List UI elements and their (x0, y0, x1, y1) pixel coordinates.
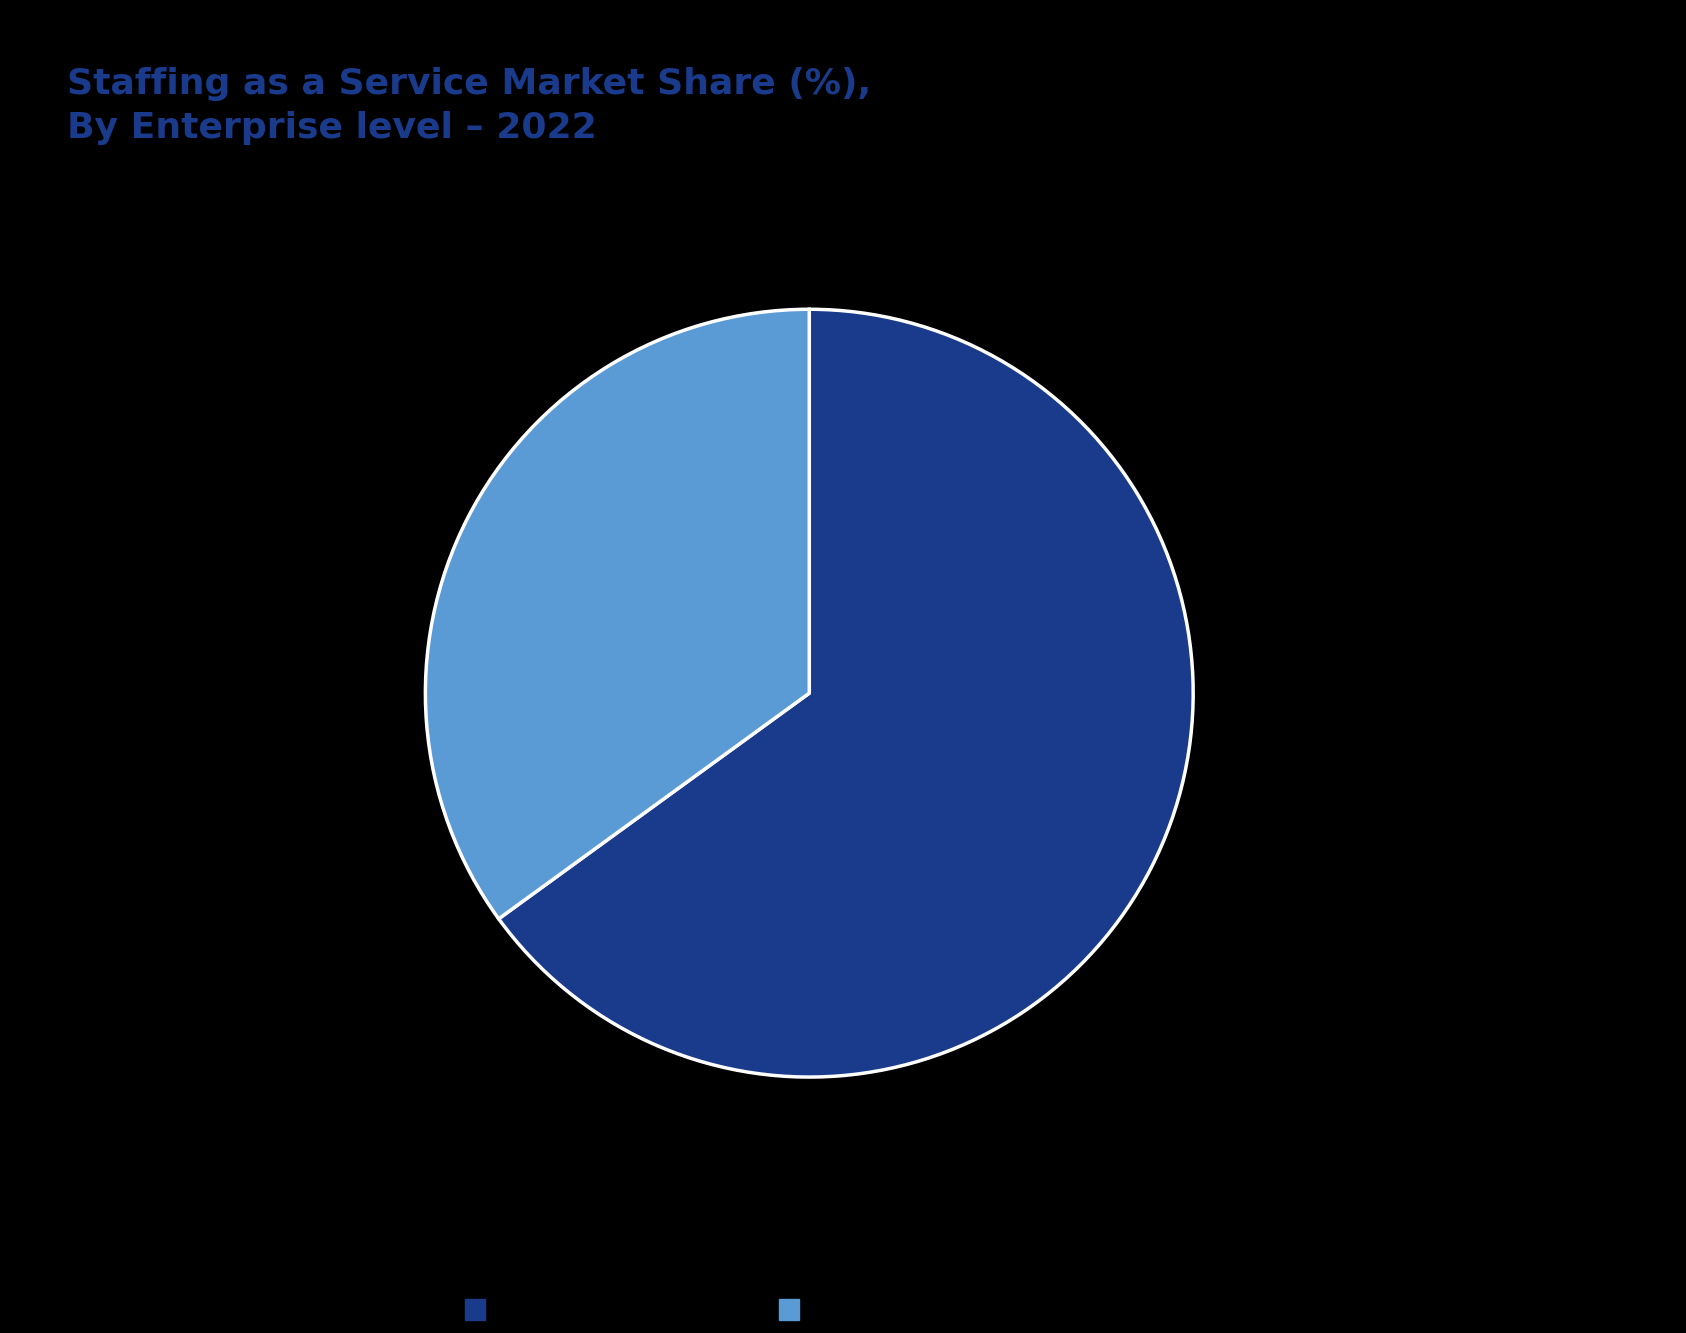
Wedge shape (499, 309, 1194, 1077)
Wedge shape (425, 309, 809, 918)
Legend: Large Enterprise, Small & Medium Enterprise: Large Enterprise, Small & Medium Enterpr… (455, 1289, 1163, 1333)
Text: Staffing as a Service Market Share (%),
By Enterprise level – 2022: Staffing as a Service Market Share (%), … (67, 67, 872, 145)
